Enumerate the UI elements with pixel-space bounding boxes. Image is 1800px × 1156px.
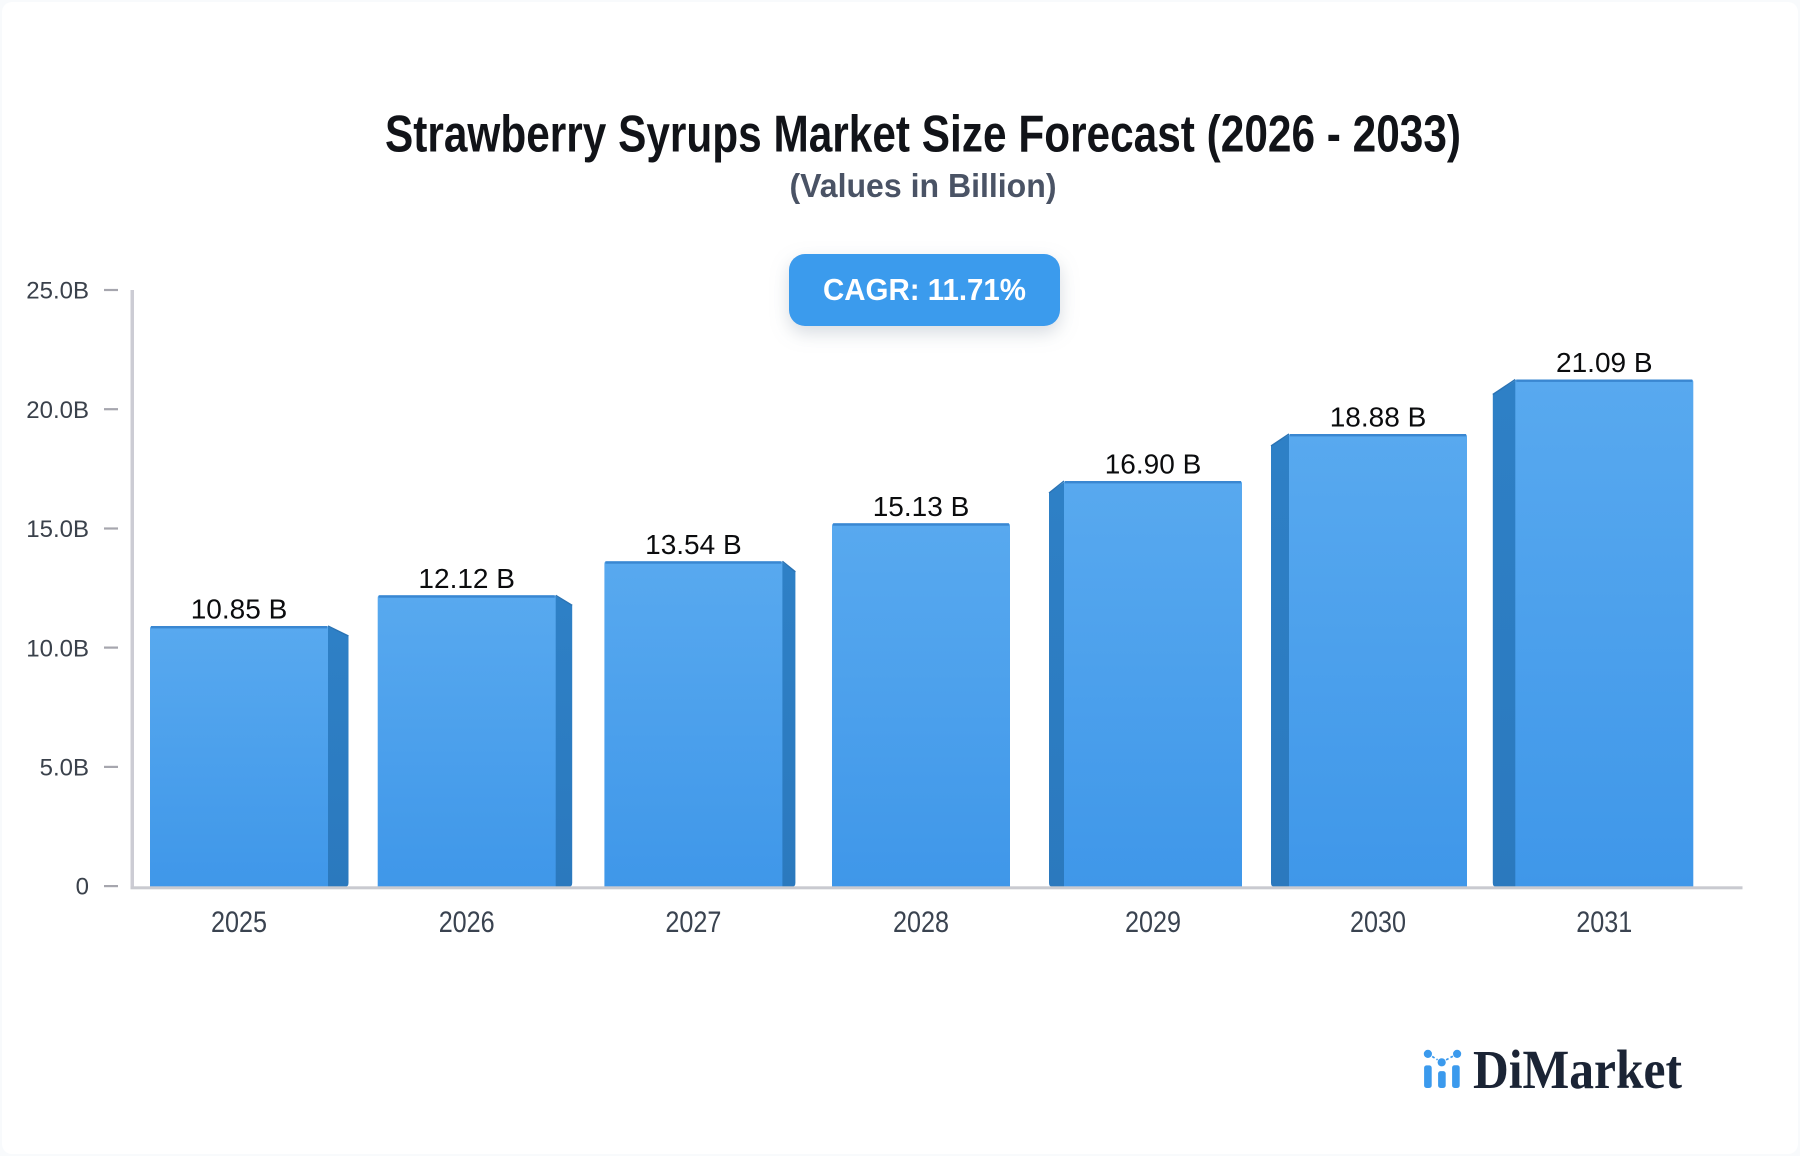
svg-text:25.0B: 25.0B (26, 278, 89, 305)
svg-text:16.90 B: 16.90 B (1105, 449, 1202, 480)
svg-text:(Values in Billion): (Values in Billion) (790, 167, 1057, 204)
svg-text:2031: 2031 (1576, 906, 1632, 939)
svg-text:0: 0 (76, 874, 89, 901)
svg-text:5.0B: 5.0B (40, 755, 89, 782)
svg-text:2026: 2026 (439, 906, 495, 939)
svg-text:13.54 B: 13.54 B (645, 529, 742, 560)
svg-text:21.09 B: 21.09 B (1556, 347, 1653, 378)
svg-text:10.0B: 10.0B (26, 635, 89, 662)
svg-text:2029: 2029 (1125, 906, 1181, 939)
svg-text:18.88 B: 18.88 B (1330, 402, 1427, 433)
svg-text:CAGR: 11.71%: CAGR: 11.71% (823, 272, 1026, 307)
svg-text:2027: 2027 (665, 906, 721, 939)
svg-text:20.0B: 20.0B (26, 397, 89, 424)
svg-text:15.13 B: 15.13 B (873, 491, 970, 522)
svg-text:10.85 B: 10.85 B (191, 594, 288, 625)
svg-text:2025: 2025 (211, 906, 267, 939)
svg-text:2028: 2028 (893, 906, 949, 939)
svg-text:12.12 B: 12.12 B (418, 563, 515, 594)
svg-text:DiMarket: DiMarket (1473, 1039, 1683, 1100)
svg-text:2030: 2030 (1350, 906, 1406, 939)
svg-text:15.0B: 15.0B (26, 516, 89, 543)
svg-text:Strawberry Syrups Market Size: Strawberry Syrups Market Size Forecast (… (385, 106, 1461, 164)
